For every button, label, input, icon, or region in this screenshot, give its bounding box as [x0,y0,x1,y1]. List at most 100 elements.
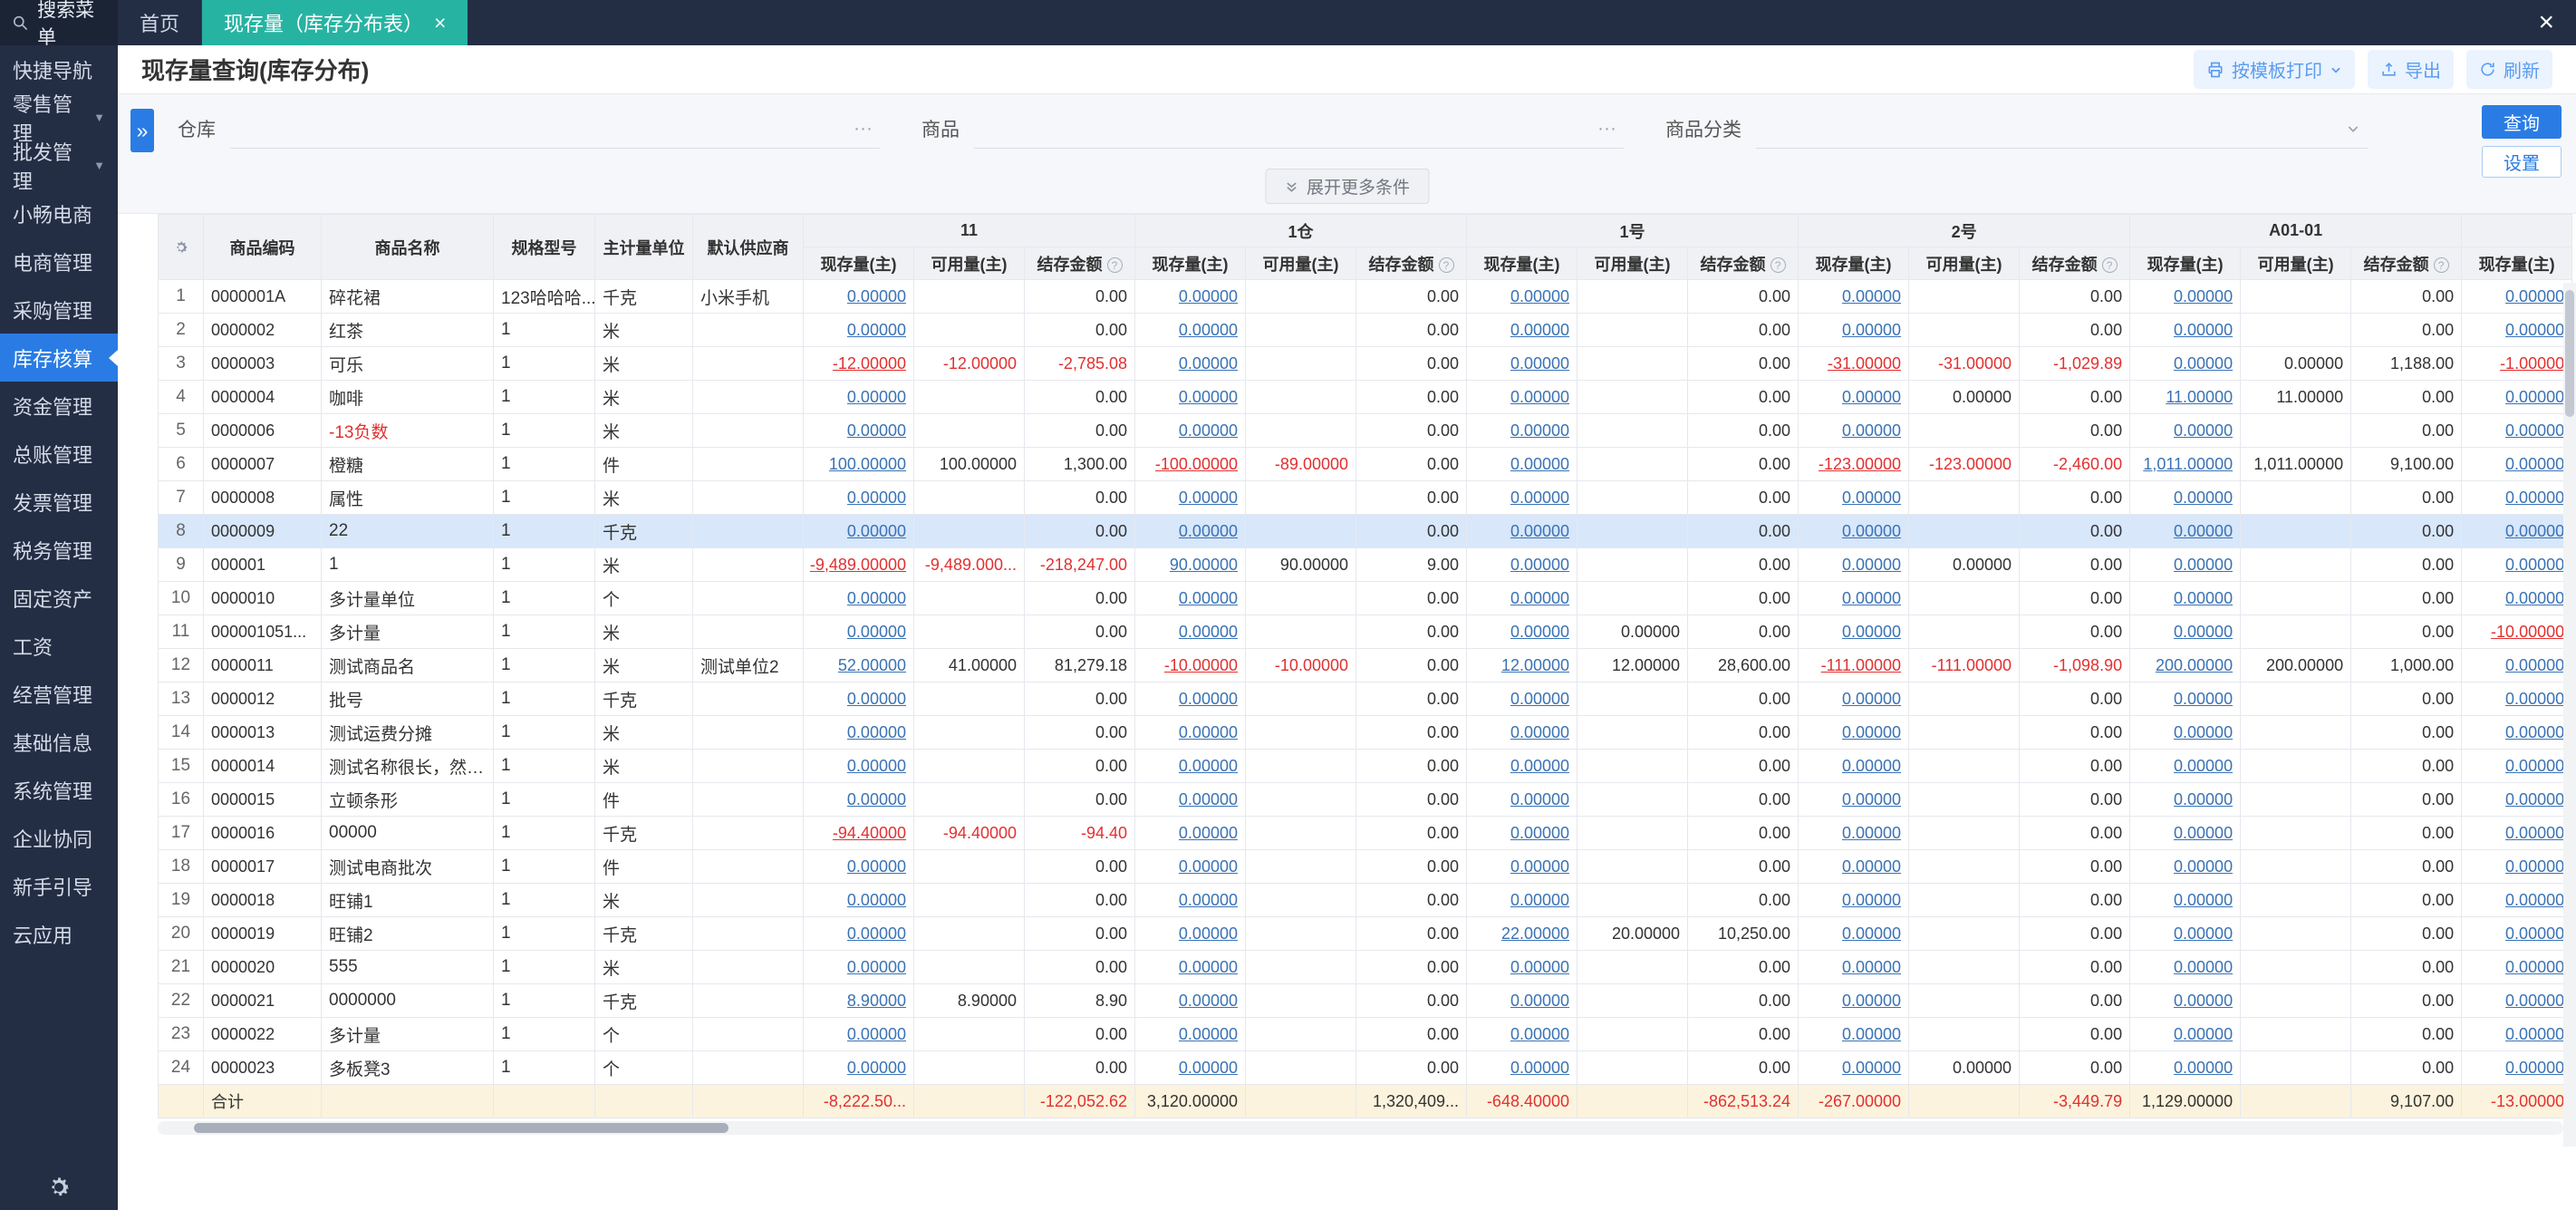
stock-qty-link[interactable]: 0.00000 [1798,816,1910,850]
table-row[interactable]: 23 0000022 多计量 1 个 0.00000 0.00 0.00000 0.00 0.00… [158,1017,2573,1051]
stock-qty-link[interactable]: 0.00000 [1134,346,1246,381]
sidebar-item-系统管理[interactable]: 系统管理 [0,766,118,814]
stock-qty-link[interactable]: 0.00000 [1134,916,1246,951]
stock-qty-link[interactable]: 0.00000 [1798,983,1910,1018]
sidebar-item-云应用[interactable]: 云应用 [0,910,118,958]
stock-qty-link[interactable]: 0.00000 [1134,950,1246,984]
stock-qty-link[interactable]: 0.00000 [803,782,914,817]
window-close-icon[interactable]: × [2538,7,2554,37]
stock-qty-link[interactable]: 0.00000 [1466,1017,1578,1051]
stock-qty-link[interactable]: 0.00000 [1798,682,1910,716]
table-row[interactable]: 5 0000006 -13负数 1 米 0.00000 0.00 0.00000 0.00 0.0… [158,413,2573,448]
table-row[interactable]: 2 0000002 红茶 1 米 0.00000 0.00 0.00000 0.00 0.0000… [158,313,2573,347]
sidebar-item-批发管理[interactable]: 批发管理 ▼ [0,141,118,193]
stock-qty-link[interactable]: 0.00000 [1798,279,1910,314]
stock-qty-link[interactable]: 0.00000 [1134,983,1246,1018]
stock-qty-link[interactable]: 0.00000 [2461,682,2573,716]
stock-qty-link[interactable]: 0.00000 [1134,615,1246,649]
stock-qty-link[interactable]: 0.00000 [2461,380,2573,414]
stock-qty-link[interactable]: 0.00000 [1798,883,1910,917]
column-header-现存量(主)[interactable]: 现存量(主) [1134,247,1246,280]
stock-qty-link[interactable]: 0.00000 [2461,1050,2573,1085]
stock-qty-link[interactable]: 0.00000 [1798,615,1910,649]
sidebar-item-基础信息[interactable]: 基础信息 [0,718,118,766]
stock-qty-link[interactable]: 0.00000 [2129,615,2242,649]
stock-qty-link[interactable]: 0.00000 [803,682,914,716]
table-row[interactable]: 24 0000023 多板凳3 1 个 0.00000 0.00 0.00000 0.00 0.0… [158,1050,2573,1085]
column-header-结存金额[interactable]: 结存金额? [1024,247,1135,280]
stock-qty-link[interactable]: 0.00000 [803,715,914,750]
print-by-template-button[interactable]: 按模板打印 [2194,50,2355,89]
stock-qty-link[interactable]: 11.00000 [2129,380,2242,414]
stock-qty-link[interactable]: 0.00000 [2129,782,2242,817]
stock-qty-link[interactable]: 0.00000 [803,883,914,917]
stock-qty-link[interactable]: 0.00000 [2129,883,2242,917]
column-header-可用量(主)[interactable]: 可用量(主) [1245,247,1356,280]
stock-qty-link[interactable]: 0.00000 [1466,849,1578,884]
stock-qty-link[interactable]: 0.00000 [1134,883,1246,917]
stock-qty-link[interactable]: 0.00000 [803,916,914,951]
stock-qty-link[interactable]: 0.00000 [2461,581,2573,615]
stock-qty-link[interactable]: 0.00000 [1466,380,1578,414]
stock-qty-link[interactable]: 0.00000 [803,313,914,347]
column-header-可用量(主)[interactable]: 可用量(主) [2240,247,2352,280]
sidebar-item-发票管理[interactable]: 发票管理 [0,478,118,526]
stock-qty-link[interactable]: 0.00000 [1466,983,1578,1018]
table-row[interactable]: 6 0000007 橙糖 1 件 100.00000 100.00000 1,300.00 -1… [158,447,2573,481]
settings-button[interactable]: 设置 [2482,146,2562,178]
column-header-现存量(主)[interactable]: 现存量(主) [803,247,914,280]
stock-qty-link[interactable]: 0.00000 [2129,715,2242,750]
sidebar-item-工资[interactable]: 工资 [0,622,118,670]
table-row[interactable]: 1 0000001A 碎花裙 123哈哈哈... 千克 小米手机 0.00000 0.00 0.… [158,279,2573,314]
stock-qty-link[interactable]: 0.00000 [2129,983,2242,1018]
stock-qty-link[interactable]: -1.00000 [2461,346,2573,381]
stock-qty-link[interactable]: 0.00000 [1798,950,1910,984]
stock-qty-link[interactable]: 0.00000 [2461,279,2573,314]
expand-more-conditions-button[interactable]: 展开更多条件 [1264,169,1430,204]
collapse-filter-button[interactable]: » [130,109,154,152]
info-icon[interactable]: ? [1106,257,1123,273]
column-header-现存量(主)[interactable]: 现存量(主) [1466,247,1578,280]
sidebar-item-企业协同[interactable]: 企业协同 [0,814,118,862]
stock-qty-link[interactable]: 200.00000 [2129,648,2242,682]
stock-qty-link[interactable]: 0.00000 [1466,682,1578,716]
stock-qty-link[interactable]: 0.00000 [2461,1017,2573,1051]
stock-qty-link[interactable]: 0.00000 [1798,380,1910,414]
stock-qty-link[interactable]: 0.00000 [2461,447,2573,481]
column-header-可用量(主)[interactable]: 可用量(主) [1908,247,2021,280]
table-row[interactable]: 10 0000010 多计量单位 1 个 0.00000 0.00 0.00000 0.00 0.… [158,581,2573,615]
stock-qty-link[interactable]: 0.00000 [1134,682,1246,716]
sidebar-search[interactable]: 搜索菜单 [0,0,118,48]
stock-qty-link[interactable]: 0.00000 [2129,916,2242,951]
column-header-主计量单位[interactable]: 主计量单位 [594,214,693,280]
stock-qty-link[interactable]: 90.00000 [1134,547,1246,582]
stock-qty-link[interactable]: 0.00000 [1134,715,1246,750]
stock-qty-link[interactable]: 0.00000 [2129,682,2242,716]
table-row[interactable]: 21 0000020 555 1 米 0.00000 0.00 0.00000 0.00 0.00… [158,950,2573,984]
stock-qty-link[interactable]: 0.00000 [1466,816,1578,850]
table-row[interactable]: 8 0000009 22 1 千克 0.00000 0.00 0.00000 0.00 0.000… [158,514,2573,548]
column-header-结存金额[interactable]: 结存金额? [2350,247,2463,280]
stock-qty-link[interactable]: 0.00000 [1798,916,1910,951]
column-header-商品名称[interactable]: 商品名称 [321,214,494,280]
column-header-商品编码[interactable]: 商品编码 [203,214,322,280]
info-icon[interactable]: ? [2433,257,2449,273]
table-row[interactable]: 4 0000004 咖啡 1 米 0.00000 0.00 0.00000 0.00 0.0000… [158,380,2573,414]
stock-qty-link[interactable]: 0.00000 [1134,514,1246,548]
stock-qty-link[interactable]: 0.00000 [2461,413,2573,448]
refresh-button[interactable]: 刷新 [2466,50,2552,89]
column-header-现存量(主)[interactable]: 现存量(主) [2461,247,2573,280]
stock-qty-link[interactable]: 0.00000 [1798,782,1910,817]
sidebar-item-采购管理[interactable]: 采购管理 [0,286,118,334]
stock-qty-link[interactable]: 0.00000 [1466,950,1578,984]
stock-qty-link[interactable]: 0.00000 [2129,950,2242,984]
stock-qty-link[interactable]: 1,011.00000 [2129,447,2242,481]
category-select[interactable] [1756,109,2368,149]
stock-qty-link[interactable]: 0.00000 [2129,313,2242,347]
warehouse-input[interactable]: ··· [230,109,880,149]
query-button[interactable]: 查询 [2482,105,2562,139]
column-settings-button[interactable] [158,214,204,280]
table-row[interactable]: 19 0000018 旺铺1 1 米 0.00000 0.00 0.00000 0.00 0.00… [158,883,2573,917]
stock-qty-link[interactable]: 0.00000 [803,514,914,548]
stock-qty-link[interactable]: 0.00000 [1466,514,1578,548]
